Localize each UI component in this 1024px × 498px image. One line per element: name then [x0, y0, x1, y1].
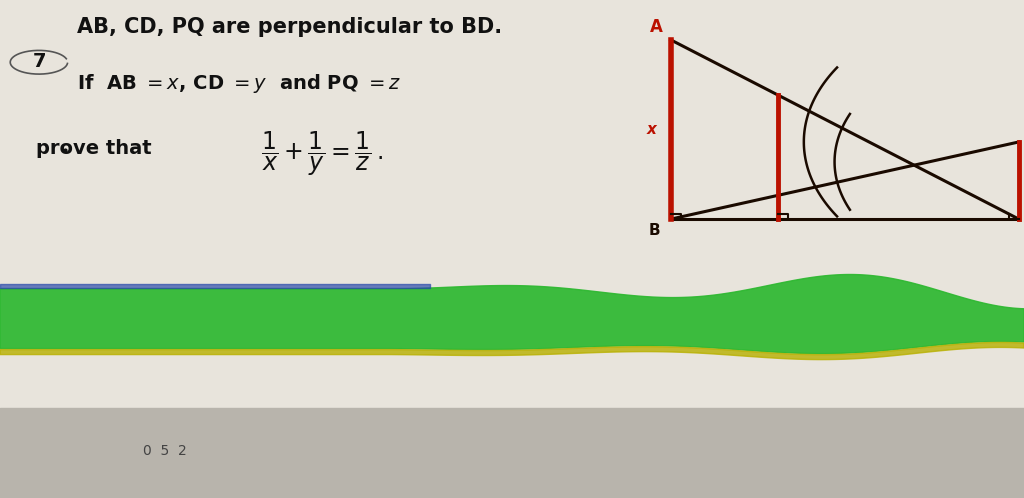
Text: 0  5  2: 0 5 2 — [143, 444, 187, 458]
Text: AB, CD, PQ are perpendicular to BD.: AB, CD, PQ are perpendicular to BD. — [77, 17, 502, 37]
Text: 7: 7 — [33, 52, 47, 71]
Text: B: B — [649, 223, 660, 238]
Text: prove that: prove that — [36, 139, 152, 158]
Text: If  AB $= x$, CD $= y$  and PQ $= z$: If AB $= x$, CD $= y$ and PQ $= z$ — [77, 72, 400, 95]
Text: A: A — [649, 18, 663, 36]
Text: $\dfrac{1}{x}+\dfrac{1}{y}=\dfrac{1}{z}\,.$: $\dfrac{1}{x}+\dfrac{1}{y}=\dfrac{1}{z}\… — [261, 129, 384, 178]
Text: x: x — [646, 122, 656, 137]
